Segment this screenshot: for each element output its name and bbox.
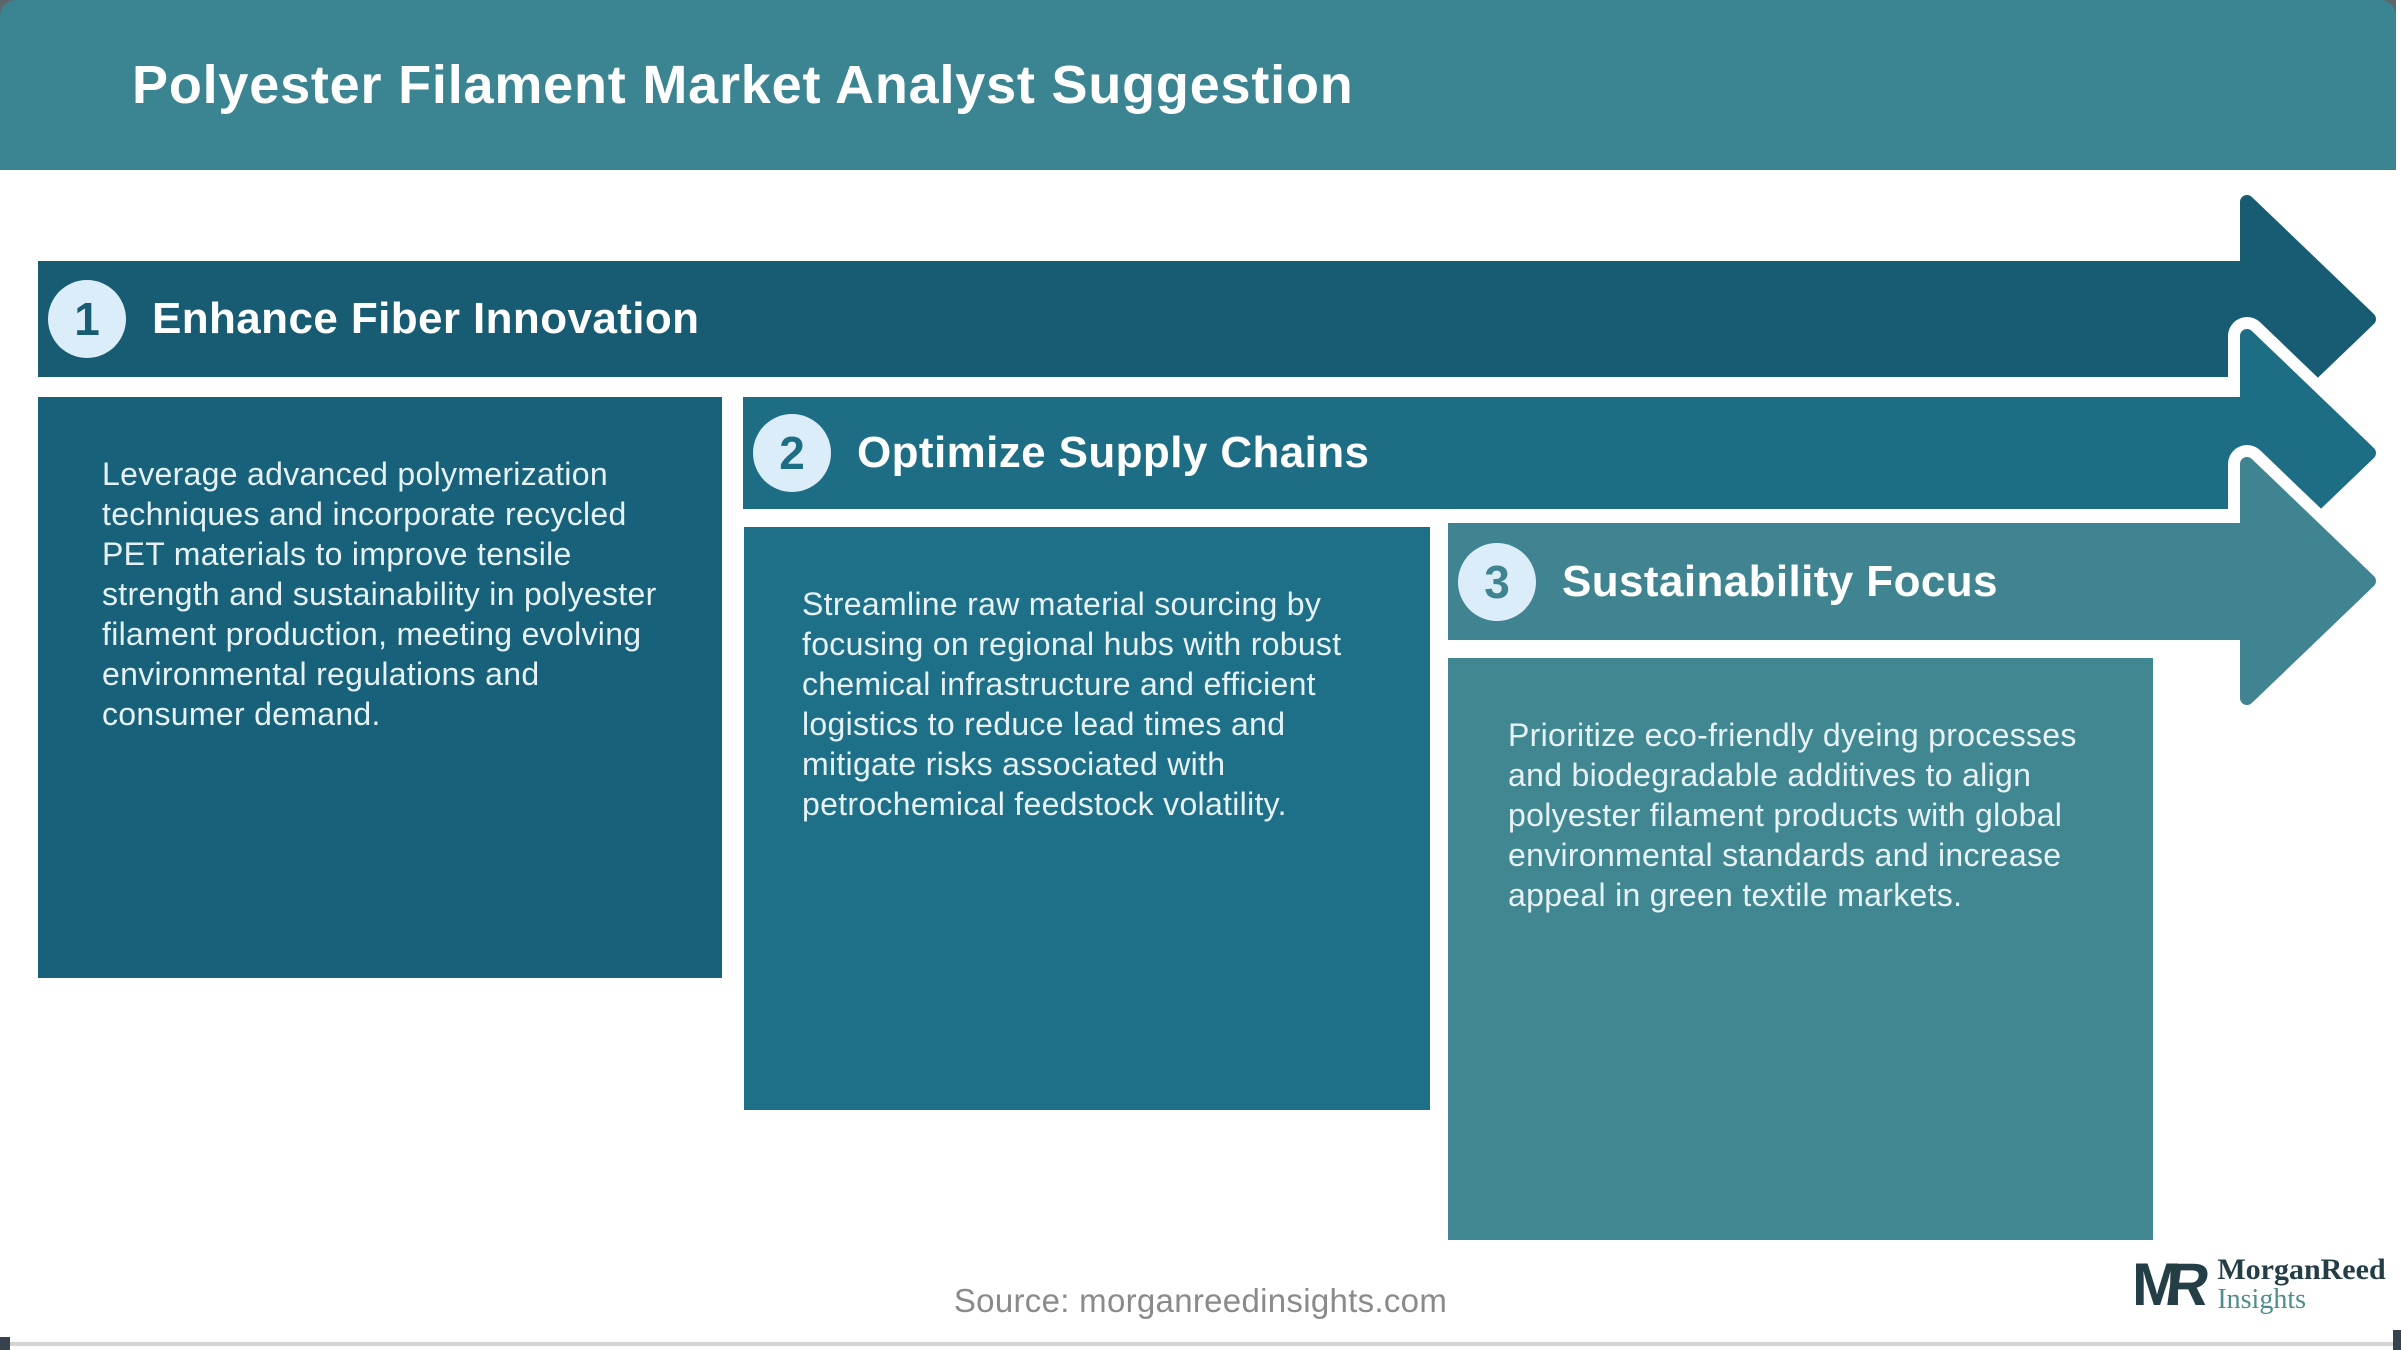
- bottom-right-mark: [2393, 1330, 2401, 1350]
- logo-name: MorganReed: [2217, 1253, 2386, 1287]
- step-3-number-badge: 3: [1458, 542, 1536, 621]
- page-title: Polyester Filament Market Analyst Sugges…: [132, 55, 1354, 115]
- step-3-description-box: Prioritize eco-friendly dyeing processes…: [1448, 658, 2153, 1240]
- bottom-divider-line: [0, 1342, 2401, 1346]
- mr-monogram-icon: MR: [2132, 1251, 2199, 1318]
- step-2-description: Streamline raw material sourcing by focu…: [802, 586, 1342, 822]
- step-2-title-bar: 2 Optimize Supply Chains: [743, 397, 2240, 509]
- step-2-description-box: Streamline raw material sourcing by focu…: [744, 527, 1430, 1110]
- step-2-title: Optimize Supply Chains: [857, 428, 1370, 477]
- source-attribution: Source: morganreedinsights.com: [953, 1282, 1448, 1319]
- step-3-title: Sustainability Focus: [1562, 556, 1998, 606]
- step-1-title: Enhance Fiber Innovation: [152, 294, 700, 343]
- header-bar: Polyester Filament Market Analyst Sugges…: [0, 0, 2396, 170]
- logo-subtitle: Insights: [2217, 1284, 2307, 1316]
- step-1-number-badge: 1: [48, 280, 126, 358]
- step-1-description-box: Leverage advanced polymerization techniq…: [38, 397, 722, 978]
- step-3-title-bar: 3 Sustainability Focus: [1448, 523, 2240, 640]
- bottom-left-mark: [0, 1337, 10, 1350]
- step-2-number-badge: 2: [753, 414, 831, 492]
- step-3-description: Prioritize eco-friendly dyeing processes…: [1508, 717, 2077, 913]
- step-1-title-bar: 1 Enhance Fiber Innovation: [38, 261, 2240, 377]
- step-1-description: Leverage advanced polymerization techniq…: [102, 456, 657, 732]
- morganreed-logo: MR MorganReed Insights: [2132, 1251, 2386, 1318]
